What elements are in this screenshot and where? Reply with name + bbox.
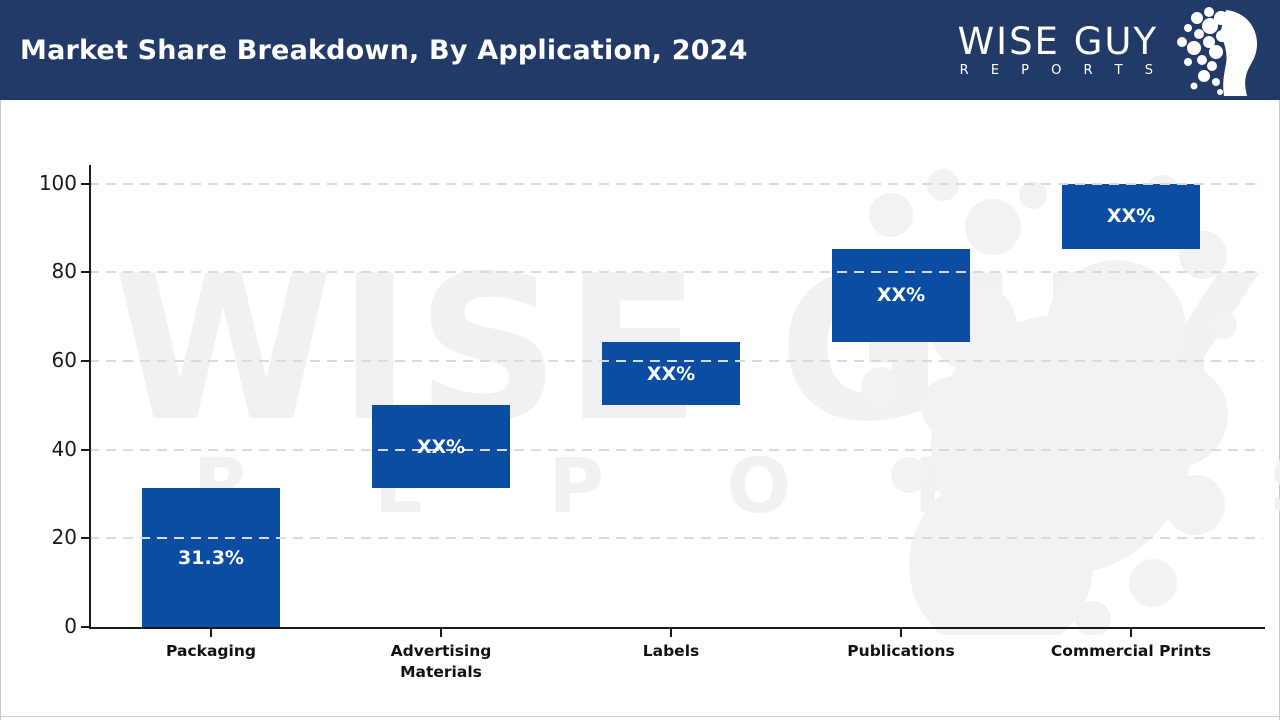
wiseguy-logo-text: WISE GUY R E P O R T S xyxy=(954,23,1162,78)
category-label-publications: Publications xyxy=(847,642,955,660)
gridline-80 xyxy=(89,271,1263,274)
category-label-advertising-materials: Advertising Materials xyxy=(390,642,492,681)
y-tick-60 xyxy=(81,359,89,362)
bar-value-label-labels: XX% xyxy=(646,362,696,385)
y-tick-40 xyxy=(81,448,89,451)
y-tick-0 xyxy=(81,626,89,628)
bar-value-label-packaging: 31.3% xyxy=(178,546,244,569)
bar-value-label-commercial-prints: XX% xyxy=(1106,205,1156,228)
x-tick-advertising-materials xyxy=(440,629,442,637)
chart-area: WISE GUY R E P O R T S 02040608010031.3%… xyxy=(0,100,1280,720)
y-tick-label-20: 20 xyxy=(51,525,77,550)
y-tick-20 xyxy=(81,537,89,540)
y-tick-label-40: 40 xyxy=(51,436,77,461)
bottom-divider xyxy=(1,716,1280,717)
y-tick-80 xyxy=(81,271,89,274)
x-tick-packaging xyxy=(210,629,212,637)
header-bar: Market Share Breakdown, By Application, … xyxy=(0,0,1280,100)
wiseguy-logo: WISE GUY R E P O R T S xyxy=(954,4,1260,96)
x-axis-line xyxy=(89,627,1265,629)
y-tick-label-80: 80 xyxy=(51,259,77,284)
y-tick-label-100: 100 xyxy=(38,170,77,195)
bar-value-label-advertising-materials: XX% xyxy=(416,435,466,458)
bar-labels xyxy=(602,341,740,406)
bar-advertising-materials xyxy=(372,405,510,489)
y-axis-line xyxy=(89,165,91,629)
y-tick-label-0: 0 xyxy=(64,614,77,638)
x-tick-labels xyxy=(670,629,672,637)
logo-head-icon xyxy=(1177,7,1258,96)
gridline-100 xyxy=(89,182,1263,185)
category-label-labels: Labels xyxy=(642,642,700,660)
bar-publications xyxy=(832,248,970,342)
logo-wordmark: WISE GUY xyxy=(957,19,1159,63)
logo-subtitle: R E P O R T S xyxy=(959,62,1162,78)
x-tick-commercial-prints xyxy=(1130,629,1132,637)
y-tick-100 xyxy=(81,182,89,185)
chart-title: Market Share Breakdown, By Application, … xyxy=(20,34,748,66)
gridline-60 xyxy=(89,359,1263,362)
category-label-commercial-prints: Commercial Prints xyxy=(1050,642,1212,660)
x-tick-publications xyxy=(900,629,902,637)
gridline-20 xyxy=(89,537,1263,540)
bar-commercial-prints xyxy=(1062,183,1200,249)
y-tick-label-60: 60 xyxy=(51,347,77,372)
category-label-packaging: Packaging xyxy=(166,642,256,660)
bar-packaging xyxy=(142,488,280,627)
watermark-head-icon xyxy=(861,169,1237,635)
gridline-40 xyxy=(89,448,1263,451)
bar-value-label-publications: XX% xyxy=(876,284,926,307)
